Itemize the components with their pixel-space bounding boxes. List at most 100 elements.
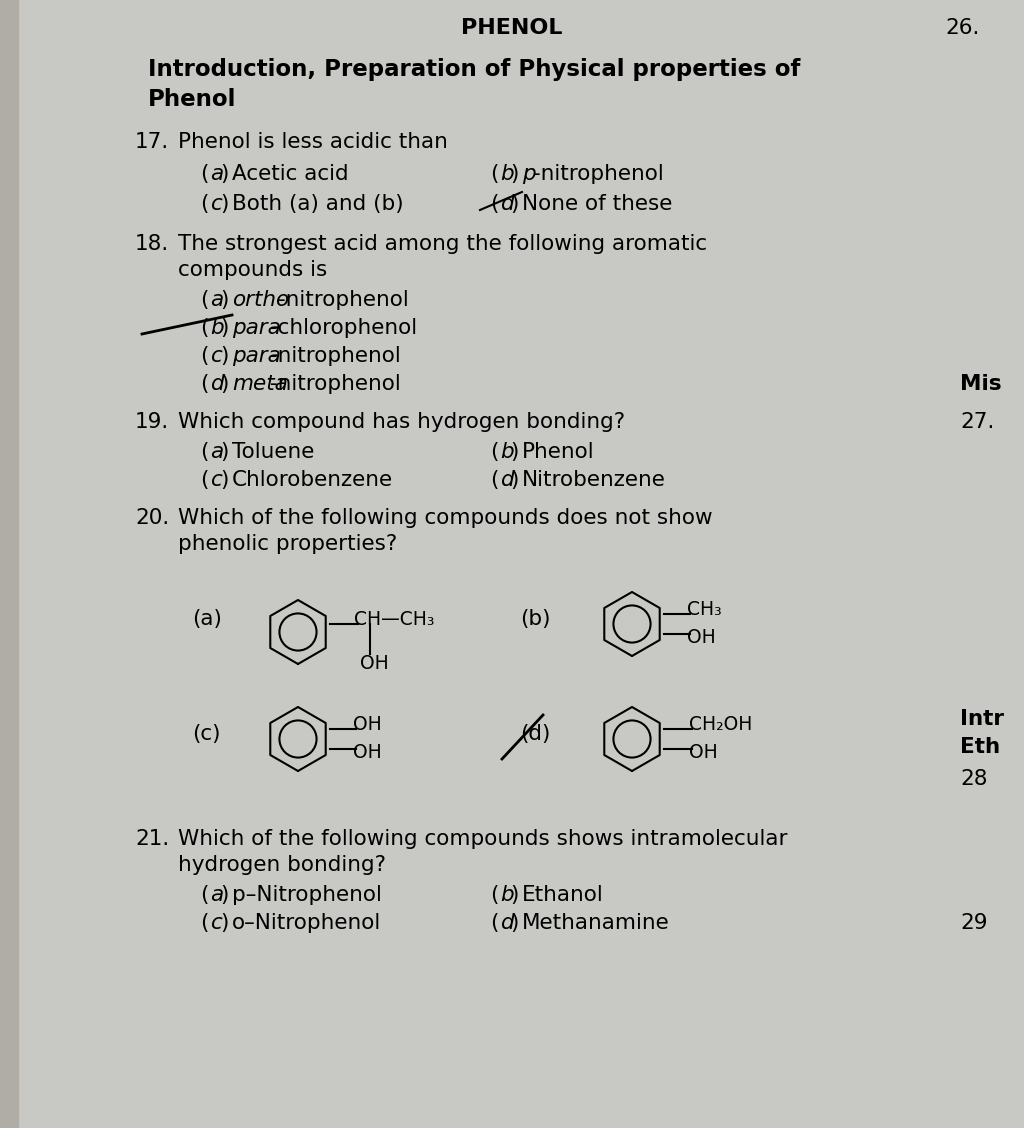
- Text: ): ): [510, 194, 518, 214]
- Text: 20.: 20.: [135, 508, 169, 528]
- Text: ): ): [220, 318, 228, 338]
- Text: Which of the following compounds shows intramolecular: Which of the following compounds shows i…: [178, 829, 787, 849]
- Text: (d): (d): [520, 724, 550, 744]
- Text: Introduction, Preparation of Physical properties of: Introduction, Preparation of Physical pr…: [148, 58, 801, 81]
- Text: (: (: [200, 885, 208, 905]
- Text: b: b: [500, 442, 514, 462]
- Text: d: d: [500, 913, 514, 933]
- Text: 19.: 19.: [135, 412, 169, 432]
- Text: Intr: Intr: [961, 710, 1004, 729]
- Text: d: d: [210, 374, 223, 394]
- Text: a: a: [210, 164, 223, 184]
- Text: 21.: 21.: [135, 829, 169, 849]
- Text: 27.: 27.: [961, 412, 994, 432]
- Text: -nitrophenol: -nitrophenol: [278, 290, 409, 310]
- Text: OH: OH: [360, 654, 389, 673]
- Text: c: c: [210, 913, 222, 933]
- Text: (: (: [200, 470, 208, 490]
- Text: p–Nitrophenol: p–Nitrophenol: [232, 885, 382, 905]
- Text: Phenol: Phenol: [522, 442, 595, 462]
- Text: (: (: [200, 442, 208, 462]
- Text: 28: 28: [961, 769, 987, 788]
- Text: Which of the following compounds does not show: Which of the following compounds does no…: [178, 508, 713, 528]
- Text: The strongest acid among the following aromatic: The strongest acid among the following a…: [178, 233, 708, 254]
- Text: 17.: 17.: [135, 132, 169, 152]
- Text: Phenol: Phenol: [148, 88, 237, 111]
- Text: o–Nitrophenol: o–Nitrophenol: [232, 913, 381, 933]
- Text: 18.: 18.: [135, 233, 169, 254]
- Text: OH: OH: [353, 743, 382, 763]
- Text: compounds is: compounds is: [178, 259, 328, 280]
- Text: b: b: [210, 318, 223, 338]
- Text: ): ): [220, 442, 228, 462]
- Text: OH: OH: [353, 715, 382, 734]
- Text: ): ): [510, 164, 518, 184]
- Text: ): ): [220, 194, 228, 214]
- Text: Both (a) and (b): Both (a) and (b): [232, 194, 403, 214]
- Text: c: c: [210, 346, 222, 365]
- Text: OH: OH: [687, 628, 716, 647]
- Text: ): ): [220, 374, 228, 394]
- Text: ): ): [220, 290, 228, 310]
- Text: phenolic properties?: phenolic properties?: [178, 534, 397, 554]
- Text: 29: 29: [961, 913, 987, 933]
- Text: para: para: [232, 346, 281, 365]
- Text: (: (: [490, 194, 499, 214]
- Text: (: (: [490, 470, 499, 490]
- Text: (: (: [200, 374, 208, 394]
- Text: b: b: [500, 164, 514, 184]
- Text: -chlorophenol: -chlorophenol: [270, 318, 417, 338]
- Text: (: (: [490, 164, 499, 184]
- Bar: [0, 0, 18, 1128]
- Text: (: (: [200, 290, 208, 310]
- Text: None of these: None of these: [522, 194, 673, 214]
- Text: (: (: [200, 194, 208, 214]
- Text: meta: meta: [232, 374, 288, 394]
- Text: (b): (b): [520, 609, 551, 629]
- Text: 26.: 26.: [945, 18, 980, 38]
- Text: PHENOL: PHENOL: [461, 18, 563, 38]
- Text: a: a: [210, 290, 223, 310]
- Text: c: c: [210, 194, 222, 214]
- Text: CH₂OH: CH₂OH: [689, 715, 753, 734]
- Text: d: d: [500, 194, 514, 214]
- Text: -nitrophenol: -nitrophenol: [270, 346, 400, 365]
- Text: -nitrophenol: -nitrophenol: [534, 164, 664, 184]
- Text: ): ): [220, 470, 228, 490]
- Text: d: d: [500, 470, 514, 490]
- Text: ): ): [220, 885, 228, 905]
- Text: CH₃: CH₃: [687, 600, 722, 619]
- Text: (: (: [490, 885, 499, 905]
- Text: ): ): [510, 442, 518, 462]
- Text: c: c: [210, 470, 222, 490]
- Text: para: para: [232, 318, 281, 338]
- Text: Toluene: Toluene: [232, 442, 314, 462]
- Text: (: (: [200, 318, 208, 338]
- Text: (c): (c): [193, 724, 220, 744]
- Text: (a): (a): [193, 609, 222, 629]
- Text: Acetic acid: Acetic acid: [232, 164, 348, 184]
- Text: ): ): [220, 164, 228, 184]
- Text: (: (: [200, 164, 208, 184]
- Text: b: b: [500, 885, 514, 905]
- Text: Which compound has hydrogen bonding?: Which compound has hydrogen bonding?: [178, 412, 625, 432]
- Text: CH—CH₃: CH—CH₃: [354, 610, 434, 629]
- Text: (: (: [200, 346, 208, 365]
- Text: ): ): [220, 346, 228, 365]
- Text: p: p: [522, 164, 536, 184]
- Text: ): ): [510, 913, 518, 933]
- Text: OH: OH: [689, 743, 718, 763]
- Text: Methanamine: Methanamine: [522, 913, 670, 933]
- Text: hydrogen bonding?: hydrogen bonding?: [178, 855, 386, 875]
- Text: ): ): [220, 913, 228, 933]
- Text: (: (: [490, 913, 499, 933]
- Text: ortho: ortho: [232, 290, 289, 310]
- Text: a: a: [210, 442, 223, 462]
- Text: (: (: [200, 913, 208, 933]
- Text: Ethanol: Ethanol: [522, 885, 604, 905]
- Text: Nitrobenzene: Nitrobenzene: [522, 470, 666, 490]
- Text: ): ): [510, 885, 518, 905]
- Text: Mis: Mis: [961, 374, 1001, 394]
- Text: a: a: [210, 885, 223, 905]
- Text: -nitrophenol: -nitrophenol: [270, 374, 400, 394]
